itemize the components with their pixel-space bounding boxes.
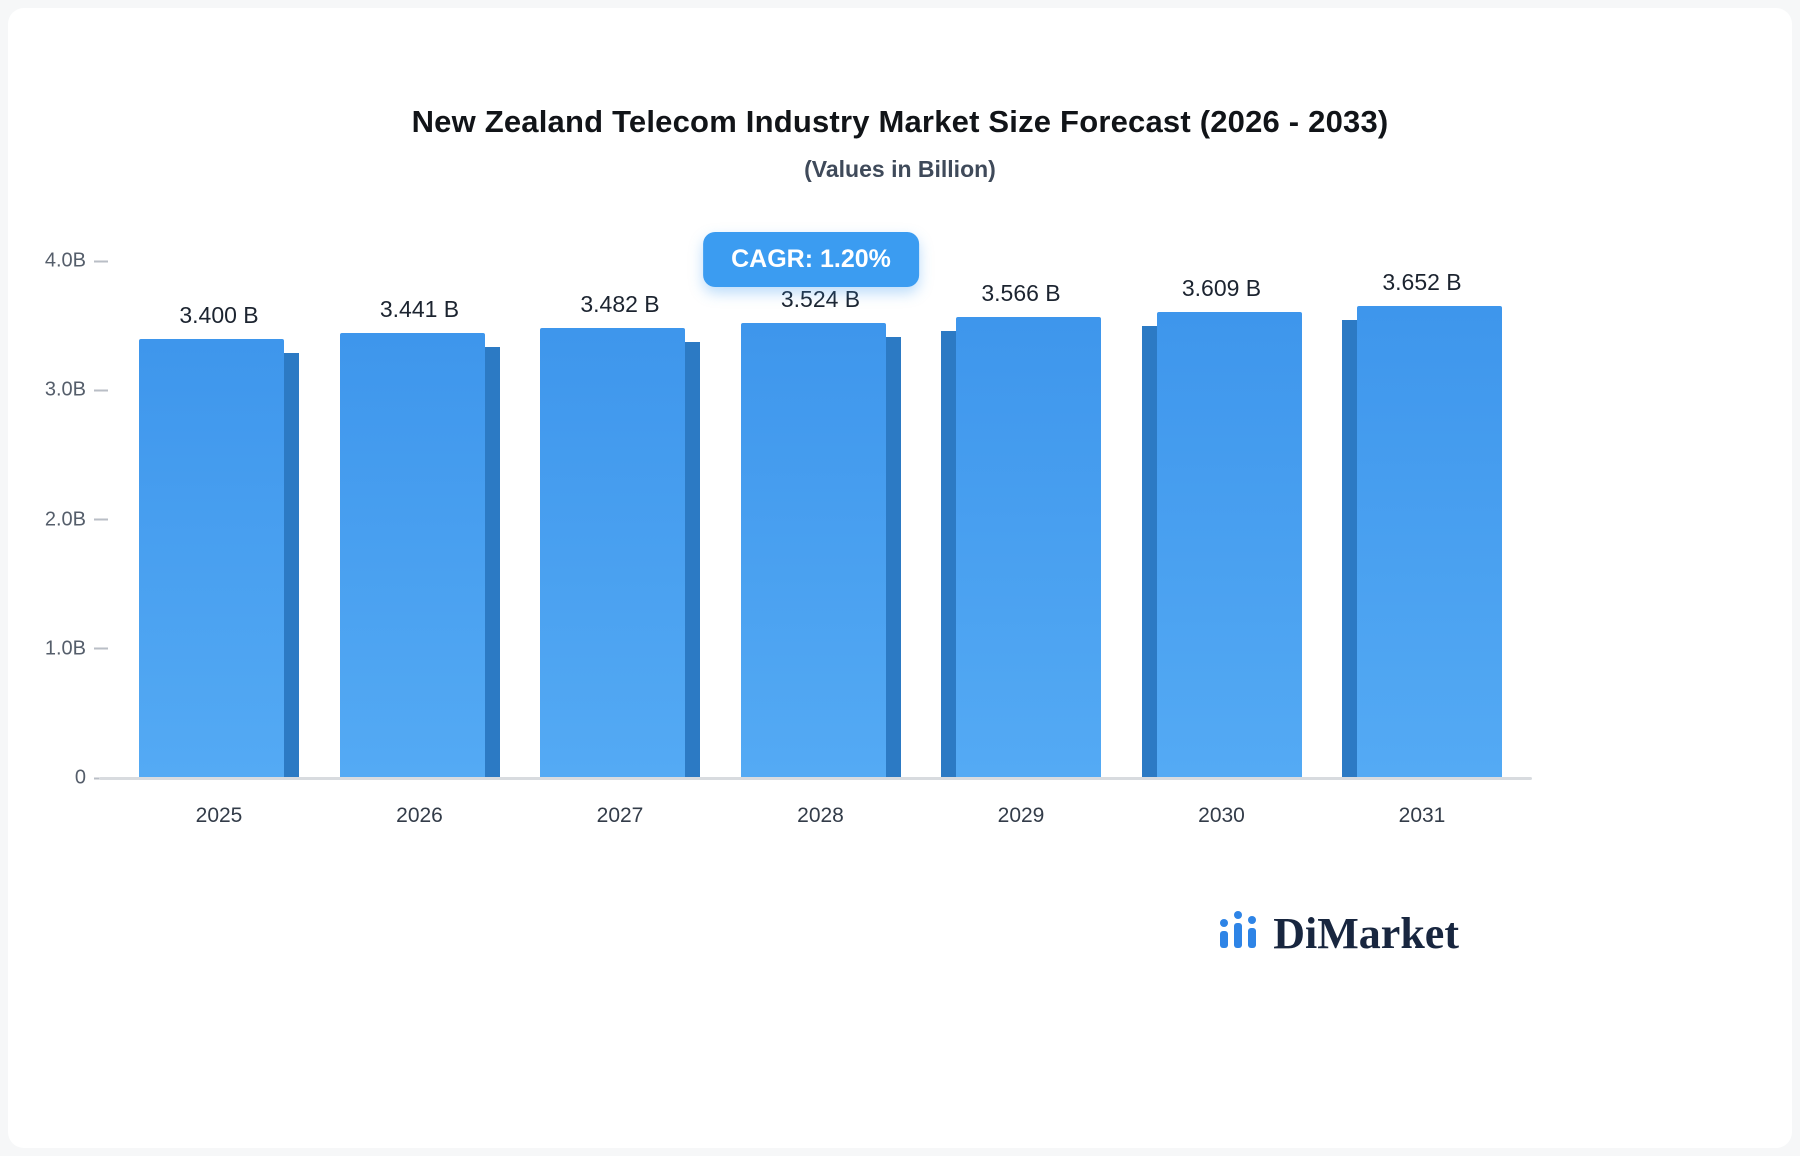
bar-value-label: 3.441 B xyxy=(379,296,460,323)
chart-title: New Zealand Telecom Industry Market Size… xyxy=(411,104,1389,139)
y-axis: 0 1.0B 2.0B 3.0B 4.0B xyxy=(45,250,1528,789)
x-axis-line xyxy=(99,777,1532,780)
x-axis-label: 2027 xyxy=(596,804,644,827)
y-tick-label: 0 xyxy=(74,766,86,789)
bar-value-label: 3.524 B xyxy=(780,285,861,312)
x-axis-label: 2031 xyxy=(1398,804,1446,827)
bar-value-label: 3.652 B xyxy=(1382,268,1462,295)
chart-card: New Zealand Telecom Industry Market Size… xyxy=(8,8,1792,1148)
y-tick-mark xyxy=(94,647,108,650)
bar-face xyxy=(1156,311,1302,778)
logo-wordmark: DiMarket xyxy=(1273,909,1459,958)
x-axis-label: 2026 xyxy=(396,804,443,827)
bar-value-label: 3.609 B xyxy=(1181,274,1262,301)
cagr-badge: CAGR: 1.20% xyxy=(703,232,919,287)
bar-side-shade xyxy=(885,336,901,778)
bar[interactable] xyxy=(1141,311,1302,778)
bar-side-shade xyxy=(1141,325,1157,778)
x-axis-label: 2025 xyxy=(195,804,243,827)
bar-side-shade xyxy=(284,352,299,778)
bar[interactable] xyxy=(1342,305,1502,778)
bar-side-shade xyxy=(941,331,956,778)
y-tick: 2.0B xyxy=(45,508,108,531)
y-tick-label: 1.0B xyxy=(44,637,86,660)
bar-face xyxy=(339,333,485,778)
bar-face xyxy=(956,317,1101,778)
bar-value-label: 3.482 B xyxy=(580,290,660,317)
plot-area: 0 1.0B 2.0B 3.0B 4.0B 3.400 B 2025 3.441 B 2026… xyxy=(45,250,1532,827)
bar[interactable] xyxy=(139,338,299,778)
bar-value-label: 3.566 B xyxy=(981,280,1061,307)
bar-face xyxy=(139,338,284,778)
x-axis-label: 2029 xyxy=(997,804,1045,827)
bar[interactable] xyxy=(540,327,700,778)
bar-group: 3.609 B 2030 xyxy=(1141,261,1302,827)
x-axis-label: 2030 xyxy=(1198,804,1245,827)
bar[interactable] xyxy=(740,322,901,778)
y-tick-label: 4.0B xyxy=(44,249,86,272)
bar-side-shade xyxy=(1342,319,1357,778)
bar-group: 3.566 B 2029 xyxy=(941,261,1101,827)
x-axis-label: 2028 xyxy=(797,804,844,827)
bar-value-label: 3.400 B xyxy=(179,301,259,328)
bar[interactable] xyxy=(339,333,500,778)
bar-face xyxy=(540,327,685,778)
bar-group: 3.482 B 2027 xyxy=(540,261,700,827)
bar-side-shade xyxy=(484,347,500,778)
y-tick: 1.0B xyxy=(45,637,108,660)
bar-group: 3.652 B 2031 xyxy=(1342,261,1502,827)
bar-face xyxy=(740,322,886,778)
bars-row: 3.400 B 2025 3.441 B 2026 3.482 B 2027 3.524 B… xyxy=(113,261,1528,827)
y-tick-mark xyxy=(94,389,108,392)
bar-side-shade xyxy=(685,341,700,778)
bar-group: 3.441 B 2026 xyxy=(339,261,500,827)
y-tick-label: 2.0B xyxy=(44,508,86,530)
bar-group: 3.524 B 2028 xyxy=(740,261,901,827)
y-tick-mark xyxy=(94,260,108,262)
bar-group: 3.400 B 2025 xyxy=(139,261,299,827)
bar-chart-icon xyxy=(1215,905,1261,956)
y-tick: 3.0B xyxy=(45,379,108,402)
y-tick-mark xyxy=(94,518,108,521)
bar-face xyxy=(1357,305,1502,778)
y-tick-label: 3.0B xyxy=(44,378,86,401)
brand-logo: DiMarket xyxy=(1215,905,1459,956)
bar[interactable] xyxy=(941,317,1101,778)
chart-subtitle: (Values in Billion) xyxy=(804,156,996,182)
y-tick: 4.0B xyxy=(45,250,108,273)
